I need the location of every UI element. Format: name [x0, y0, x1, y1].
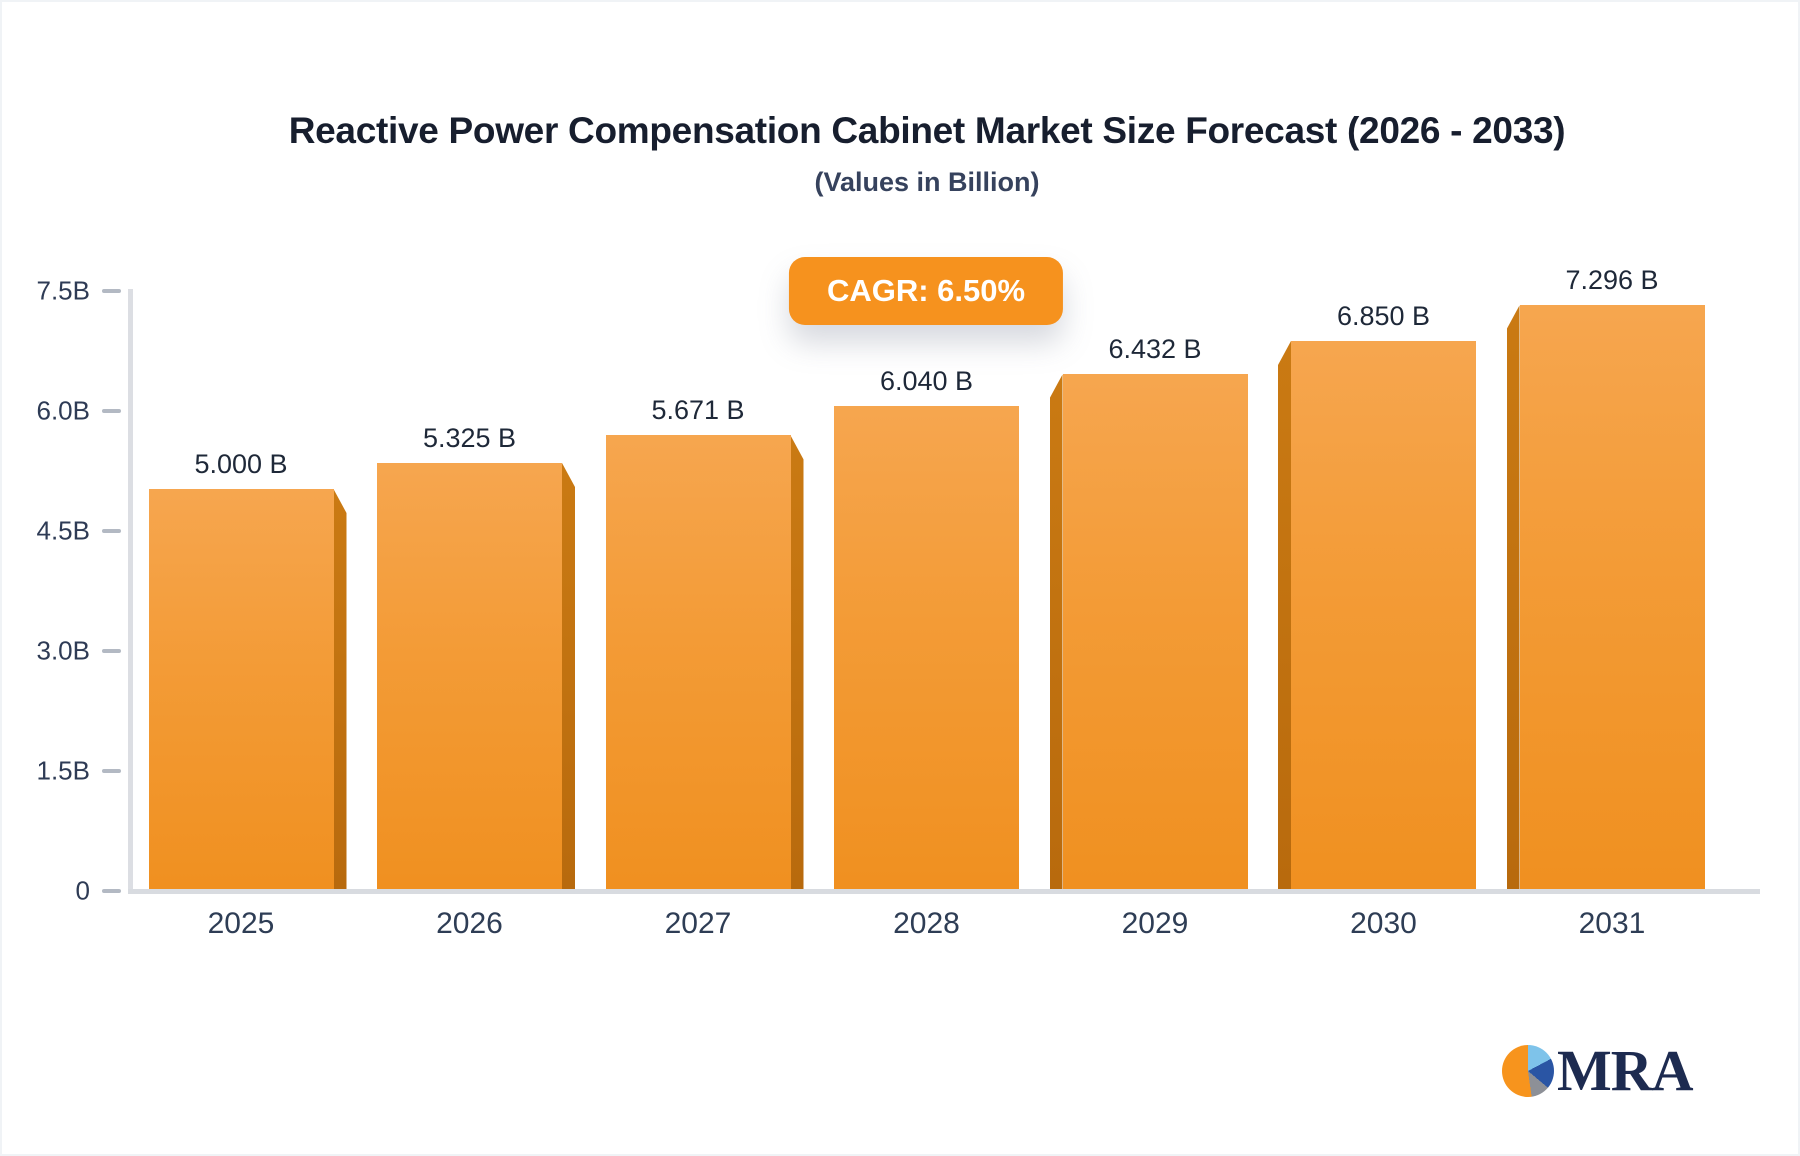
- y-axis-tick-mark: [102, 889, 121, 893]
- bar-2026: [377, 463, 562, 889]
- bar-value-label: 5.671 B: [651, 395, 745, 426]
- x-axis-tick-label: 2027: [664, 907, 732, 940]
- chart-subtitle: (Values in Billion): [814, 167, 1040, 197]
- x-axis-tick-label: 2031: [1578, 907, 1646, 940]
- pie-chart-logo-icon: [1502, 1045, 1554, 1097]
- y-axis-tick-label: 0: [75, 875, 90, 906]
- y-axis-tick-mark: [102, 289, 121, 293]
- bar-2026-side-face: [562, 463, 575, 889]
- bar-value-label: 6.432 B: [1108, 334, 1202, 365]
- bar-value-label: 7.296 B: [1565, 265, 1659, 296]
- chart-title: Reactive Power Compensation Cabinet Mark…: [288, 110, 1566, 151]
- cagr-badge: CAGR: 6.50%: [788, 257, 1064, 325]
- x-axis-tick-label: 2029: [1121, 907, 1189, 940]
- bar-2029-side-face: [1049, 374, 1063, 889]
- y-axis-tick-label: 6.0B: [36, 395, 91, 426]
- bar-value-label: 5.000 B: [194, 449, 288, 479]
- bar-2030: [1291, 341, 1476, 889]
- bar-value-label: 5.325 B: [422, 423, 517, 453]
- y-axis-tick-mark: [102, 529, 121, 533]
- bar-2027-side-face: [790, 435, 804, 889]
- x-axis-tick-label: 2026: [436, 907, 503, 940]
- bar-2027: [605, 435, 791, 889]
- y-axis-tick-label: 4.5B: [36, 515, 91, 546]
- bar-2025: [148, 489, 334, 889]
- cagr-badge-label: CAGR: 6.50%: [826, 273, 1026, 308]
- y-axis-tick-label: 3.0B: [36, 635, 91, 666]
- bar-2025-side-face: [333, 489, 347, 889]
- y-axis-tick-mark: [102, 649, 121, 653]
- x-axis-tick-label: 2028: [893, 907, 960, 940]
- bar-2030-side-face: [1278, 341, 1291, 889]
- brand-logo-text: MRA: [1557, 1038, 1694, 1103]
- bar-value-label: 6.040 B: [879, 365, 974, 396]
- bar-2031: [1519, 305, 1705, 889]
- y-axis-tick-mark: [102, 409, 121, 413]
- y-axis-line: [128, 289, 133, 894]
- y-axis-tick-label: 1.5B: [36, 755, 91, 786]
- bar-2029: [1062, 374, 1248, 889]
- bar-2031-side-face: [1506, 305, 1520, 889]
- bar-2028: [834, 405, 1019, 889]
- y-axis-tick-mark: [102, 769, 121, 773]
- x-axis-line: [128, 889, 1760, 894]
- x-axis-tick-label: 2030: [1350, 907, 1417, 940]
- bar-value-label: 6.850 B: [1336, 301, 1431, 331]
- brand-logo: MRA: [1502, 1038, 1694, 1103]
- x-axis-tick-label: 2025: [207, 907, 275, 940]
- y-axis-tick-label: 7.5B: [36, 275, 91, 306]
